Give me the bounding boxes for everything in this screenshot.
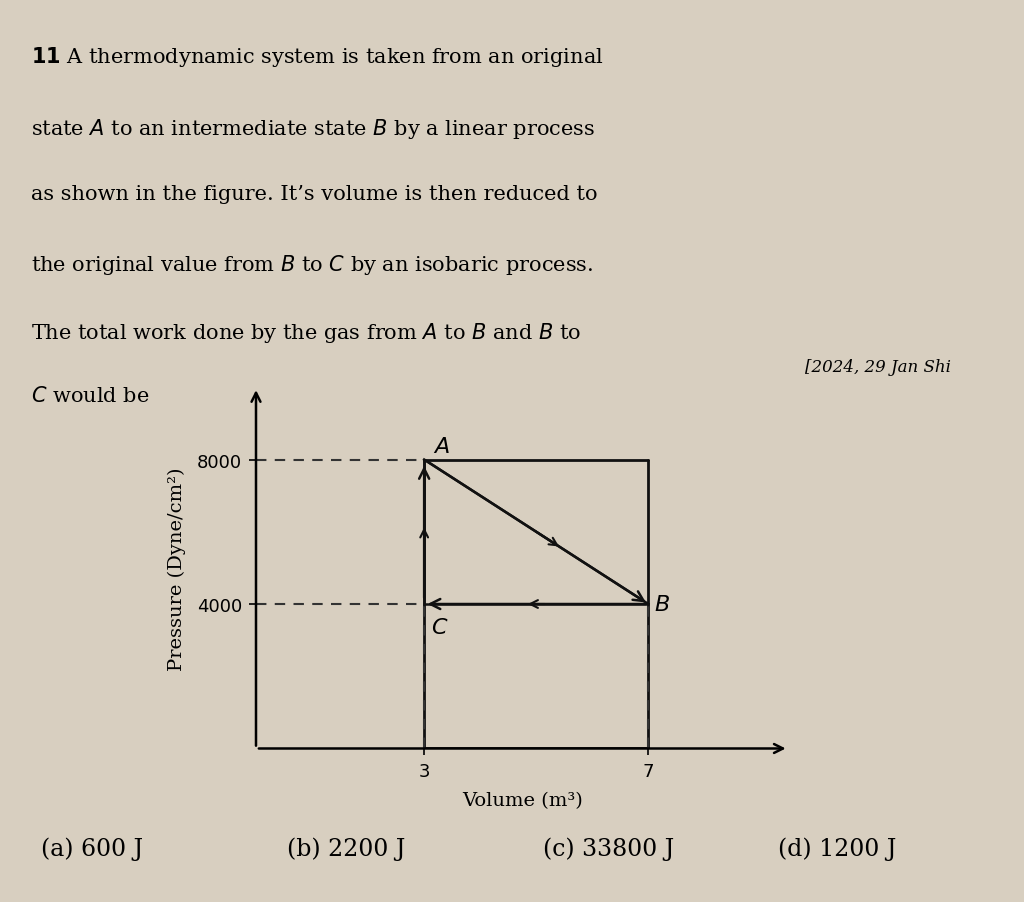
Text: $C$ would be: $C$ would be [31, 385, 150, 406]
Text: $\mathbf{11}$ A thermodynamic system is taken from an original: $\mathbf{11}$ A thermodynamic system is … [31, 44, 603, 69]
Text: the original value from $B$ to $C$ by an isobaric process.: the original value from $B$ to $C$ by an… [31, 253, 593, 277]
Text: (a) 600 J: (a) 600 J [41, 836, 143, 860]
Text: $A$: $A$ [432, 437, 450, 456]
Text: $C$: $C$ [431, 617, 449, 637]
Text: (b) 2200 J: (b) 2200 J [287, 836, 406, 860]
Text: The total work done by the gas from $A$ to $B$ and $B$ to: The total work done by the gas from $A$ … [31, 321, 581, 345]
Y-axis label: Pressure (Dyne/cm²): Pressure (Dyne/cm²) [168, 466, 185, 670]
Text: as shown in the figure. It’s volume is then reduced to: as shown in the figure. It’s volume is t… [31, 185, 597, 204]
Text: (c) 33800 J: (c) 33800 J [543, 836, 674, 860]
X-axis label: Volume (m³): Volume (m³) [462, 792, 583, 810]
Text: state $A$ to an intermediate state $B$ by a linear process: state $A$ to an intermediate state $B$ b… [31, 116, 595, 141]
Text: $B$: $B$ [654, 594, 670, 614]
Text: (d) 1200 J: (d) 1200 J [778, 836, 897, 860]
Text: [2024, 29 Jan Shi: [2024, 29 Jan Shi [806, 359, 951, 376]
